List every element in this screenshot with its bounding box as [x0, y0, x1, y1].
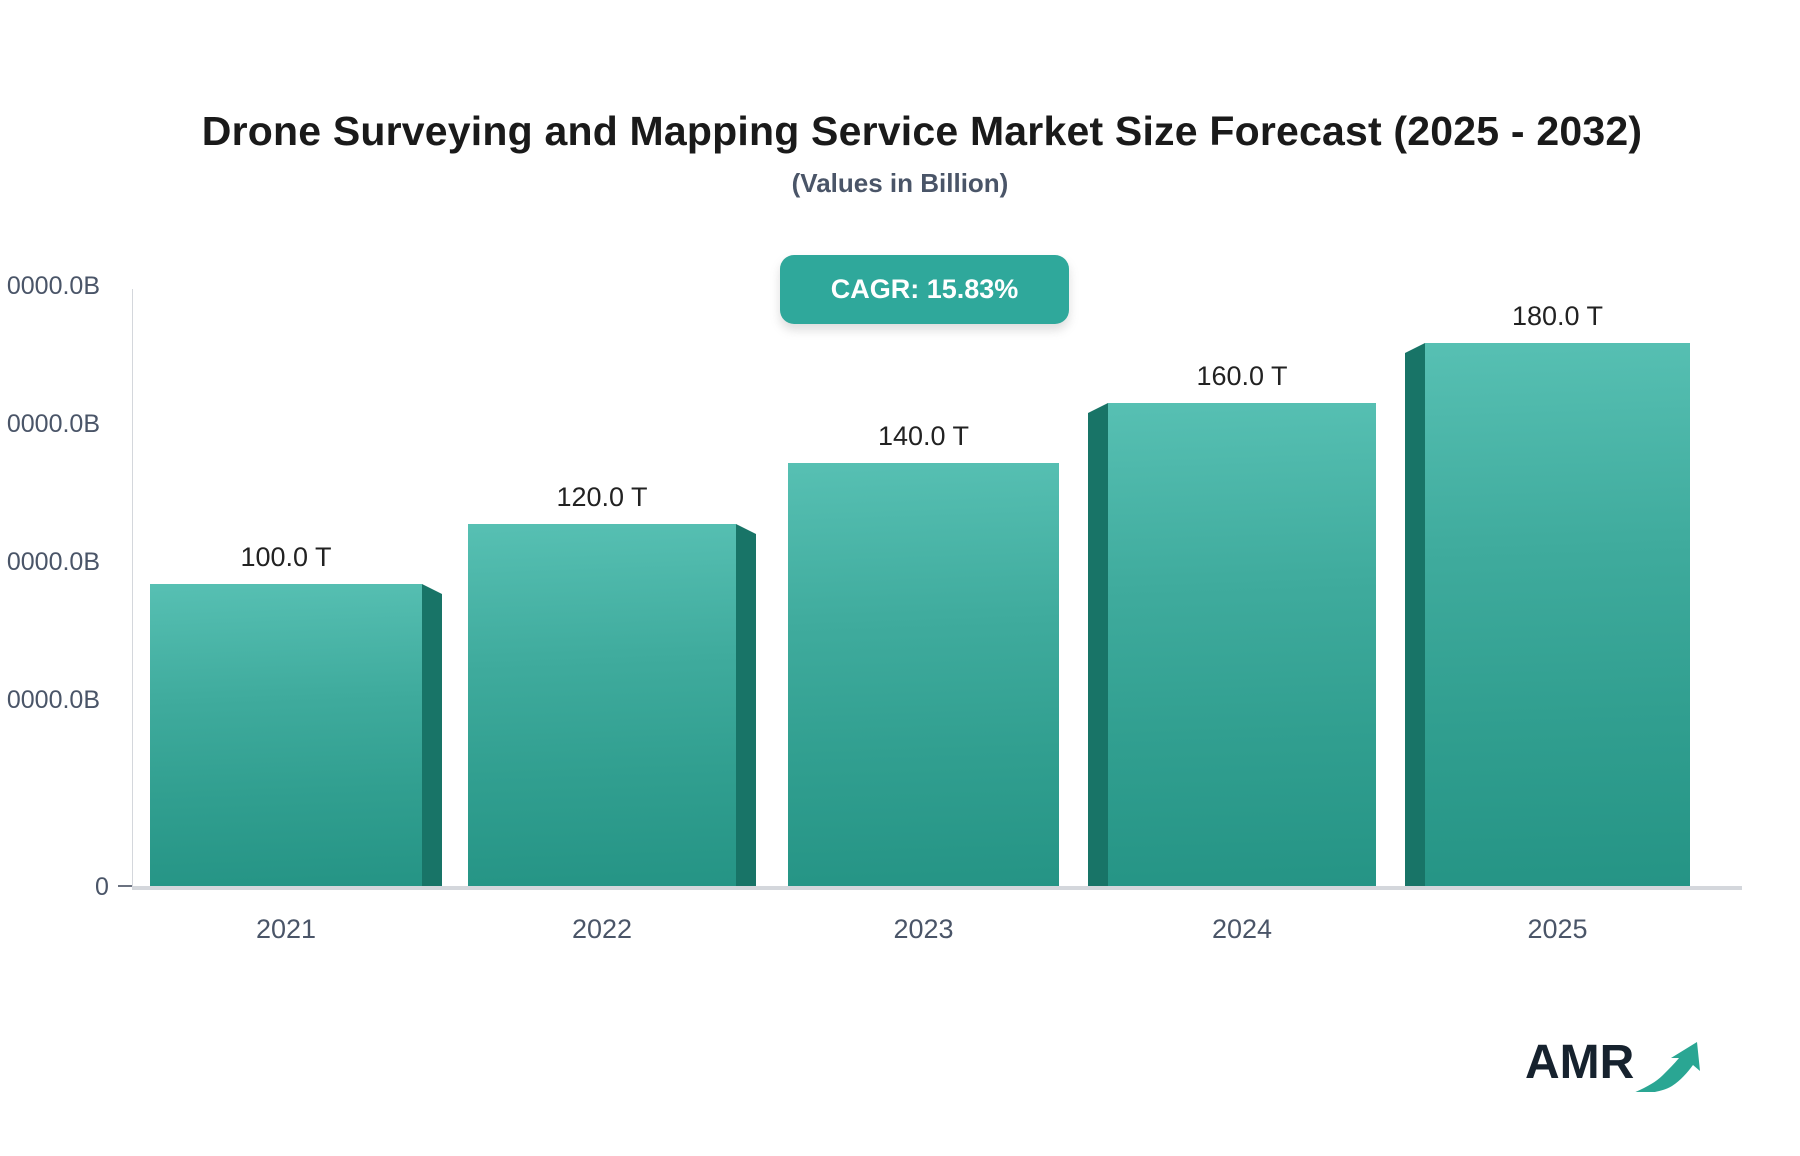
svg-text:AMR: AMR: [1525, 1036, 1634, 1089]
